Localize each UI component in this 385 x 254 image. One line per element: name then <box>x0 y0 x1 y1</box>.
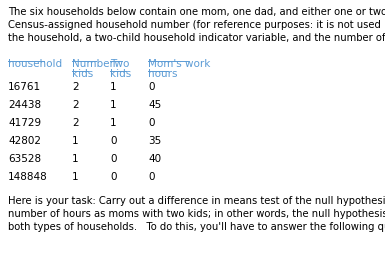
Text: Number: Number <box>72 59 114 69</box>
Text: 1: 1 <box>110 100 117 110</box>
Text: Here is your task: Carry out a difference in means test of the null hypothesis t: Here is your task: Carry out a differenc… <box>8 196 385 232</box>
Text: 0: 0 <box>110 172 117 182</box>
Text: 2: 2 <box>72 100 79 110</box>
Text: 0: 0 <box>148 118 154 128</box>
Text: 63528: 63528 <box>8 154 41 164</box>
Text: Two: Two <box>110 59 129 69</box>
Text: 45: 45 <box>148 100 161 110</box>
Text: Mom's work: Mom's work <box>148 59 210 69</box>
Text: 1: 1 <box>110 118 117 128</box>
Text: 0: 0 <box>148 82 154 92</box>
Text: 40: 40 <box>148 154 161 164</box>
Text: kids: kids <box>110 69 131 79</box>
Text: household: household <box>8 59 62 69</box>
Text: 2: 2 <box>72 82 79 92</box>
Text: 1: 1 <box>72 172 79 182</box>
Text: 0: 0 <box>110 136 117 146</box>
Text: 35: 35 <box>148 136 161 146</box>
Text: 42802: 42802 <box>8 136 41 146</box>
Text: 16761: 16761 <box>8 82 41 92</box>
Text: kids: kids <box>72 69 93 79</box>
Text: 1: 1 <box>72 136 79 146</box>
Text: 41729: 41729 <box>8 118 41 128</box>
Text: 1: 1 <box>110 82 117 92</box>
Text: The six households below contain one mom, one dad, and either one or two childre: The six households below contain one mom… <box>8 7 385 43</box>
Text: 148848: 148848 <box>8 172 48 182</box>
Text: 1: 1 <box>72 154 79 164</box>
Text: hours: hours <box>148 69 177 79</box>
Text: 0: 0 <box>110 154 117 164</box>
Text: 2: 2 <box>72 118 79 128</box>
Text: 24438: 24438 <box>8 100 41 110</box>
Text: 0: 0 <box>148 172 154 182</box>
